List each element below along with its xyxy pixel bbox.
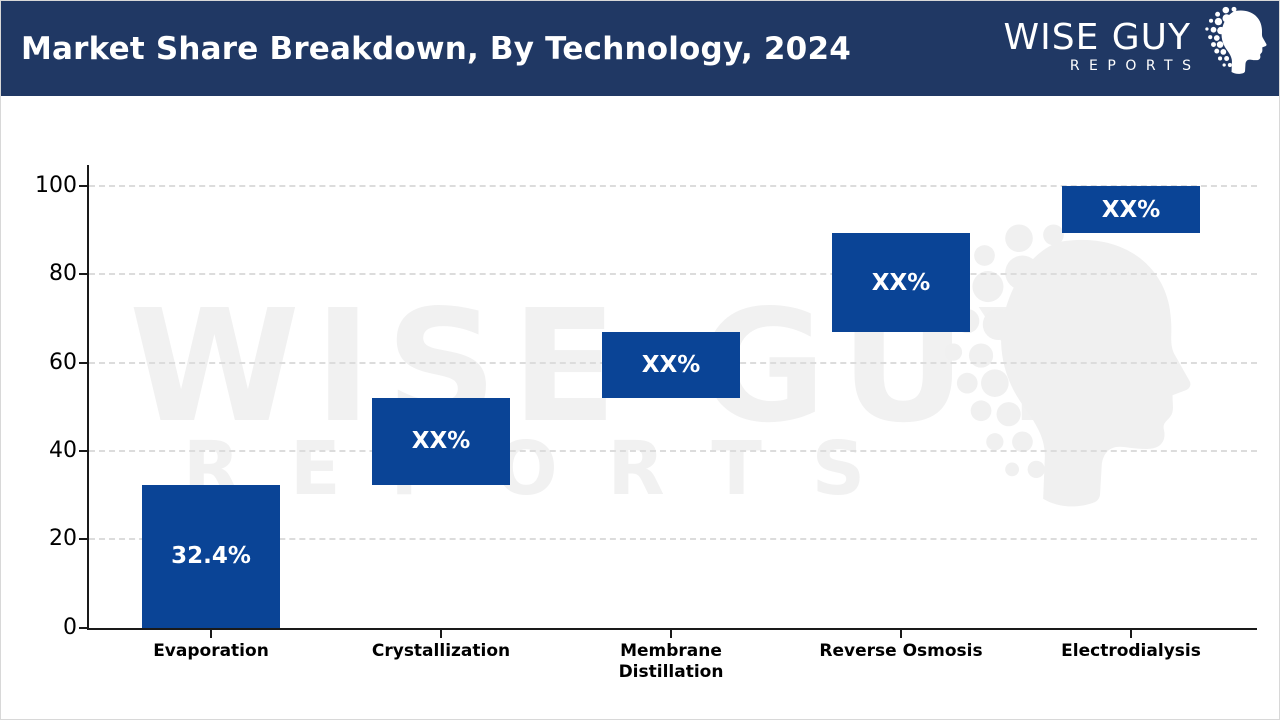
- wise-guy-head-icon: [1205, 6, 1267, 74]
- x-axis-tick: [900, 629, 902, 638]
- x-tick-label: Membrane Distillation: [618, 640, 724, 682]
- y-axis-line: [87, 165, 89, 630]
- grid-line: [89, 185, 1257, 188]
- waterfall-chart: WISE GUY REPORTS 0 20 40 60 80 100 32.4% Evapor…: [1, 96, 1279, 719]
- y-axis-tick: [79, 185, 87, 188]
- x-tick-label: Electrodialysis: [1061, 640, 1201, 661]
- x-axis-tick: [440, 629, 442, 638]
- logo-wiseguy-text: WISE GUY: [1003, 17, 1191, 58]
- y-tick-label: 20: [49, 526, 77, 552]
- wise-guy-logo: WISE GUY REPORTS: [1004, 3, 1276, 91]
- y-tick-label: 80: [49, 261, 77, 287]
- bar-value-label: 32.4%: [171, 543, 251, 570]
- x-tick-label: Evaporation: [153, 640, 269, 661]
- bar: XX%: [1062, 186, 1200, 234]
- bar-value-label: XX%: [871, 269, 931, 296]
- x-axis-tick: [210, 629, 212, 638]
- bar: XX%: [602, 331, 740, 399]
- watermark-reports-text: REPORTS: [183, 426, 916, 512]
- bar-value-label: XX%: [641, 351, 701, 378]
- header-bar: Market Share Breakdown, By Technology, 2…: [1, 1, 1279, 96]
- y-tick-label: 40: [49, 438, 77, 464]
- y-axis-tick: [79, 361, 87, 364]
- bar: XX%: [372, 398, 510, 485]
- y-axis-tick: [79, 450, 87, 453]
- logo-reports-text: REPORTS: [1069, 58, 1201, 74]
- watermark-head-icon: [932, 224, 1191, 507]
- bar: 32.4%: [142, 484, 280, 628]
- bar-value-label: XX%: [411, 428, 471, 455]
- x-axis-line: [87, 627, 1257, 630]
- grid-line: [89, 538, 1257, 541]
- y-axis-tick: [79, 626, 87, 629]
- page-title: Market Share Breakdown, By Technology, 2…: [21, 30, 851, 67]
- y-axis-tick: [79, 538, 87, 541]
- y-tick-label: 0: [63, 614, 77, 640]
- bar: XX%: [832, 233, 970, 332]
- grid-line: [89, 450, 1257, 453]
- y-tick-label: 60: [49, 349, 77, 375]
- logo-text: WISE GUY REPORTS: [1004, 19, 1192, 75]
- y-tick-label: 100: [35, 173, 77, 199]
- x-tick-label: Crystallization: [371, 640, 511, 661]
- y-axis-tick: [79, 273, 87, 276]
- grid-line: [89, 273, 1257, 276]
- x-axis-tick: [1130, 629, 1132, 638]
- x-tick-label: Reverse Osmosis: [819, 640, 983, 661]
- x-axis-tick: [670, 629, 672, 638]
- bar-value-label: XX%: [1101, 196, 1161, 223]
